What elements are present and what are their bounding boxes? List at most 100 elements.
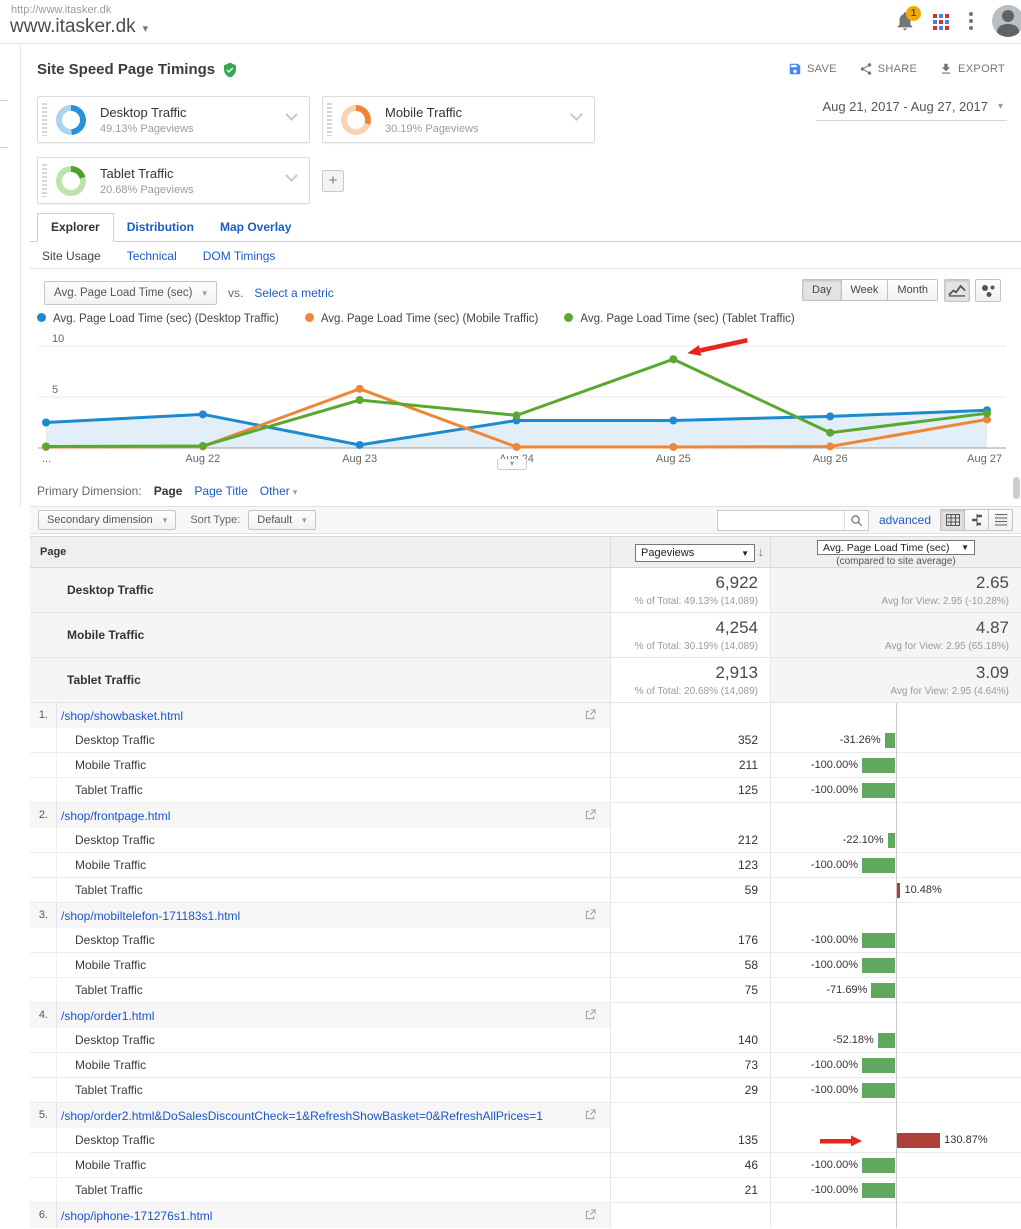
- drag-handle-icon[interactable]: [42, 164, 47, 197]
- data-point[interactable]: [355, 384, 364, 393]
- table-body: Desktop Traffic 6,922 % of Total: 49.13% (…: [30, 568, 1021, 1228]
- open-in-new-icon[interactable]: [585, 1008, 596, 1023]
- metric-select-button[interactable]: Avg. Page Load Time (sec) ▾: [44, 281, 218, 305]
- open-in-new-icon[interactable]: [585, 708, 596, 723]
- comparison-view-button[interactable]: [964, 509, 989, 531]
- granularity-month[interactable]: Month: [887, 279, 938, 301]
- granularity-day[interactable]: Day: [801, 279, 842, 301]
- data-point[interactable]: [42, 442, 50, 451]
- breakdown-pageviews: 135: [610, 1128, 770, 1153]
- apps-grid-icon[interactable]: [933, 14, 949, 30]
- motion-chart-view-button[interactable]: [975, 279, 1001, 302]
- export-button[interactable]: EXPORT: [939, 62, 1005, 76]
- data-point[interactable]: [355, 440, 364, 449]
- red-arrow-annotation: [819, 1135, 863, 1150]
- data-point[interactable]: [669, 355, 678, 364]
- granularity-week[interactable]: Week: [840, 279, 889, 301]
- page-link[interactable]: /shop/iphone-171276s1.html: [61, 1208, 213, 1223]
- data-point[interactable]: [512, 411, 521, 420]
- open-in-new-icon[interactable]: [585, 1108, 596, 1123]
- tab-explorer[interactable]: Explorer: [37, 213, 114, 242]
- segment-card-desktop-traffic[interactable]: Desktop Traffic 49.13% Pageviews: [37, 96, 310, 143]
- data-point[interactable]: [198, 410, 207, 419]
- data-table-view-button[interactable]: [940, 509, 965, 531]
- chart-expander-button[interactable]: ▾: [497, 459, 527, 470]
- metric-note: Avg for View: 2.95 (-10.28%): [881, 596, 1009, 607]
- data-point[interactable]: [355, 396, 364, 405]
- data-point[interactable]: [826, 412, 835, 421]
- open-in-new-icon[interactable]: [585, 908, 596, 923]
- segment-text: Mobile Traffic 30.19% Pageviews: [385, 105, 479, 135]
- open-in-new-icon[interactable]: [585, 808, 596, 823]
- tab-distribution[interactable]: Distribution: [126, 220, 195, 234]
- subtab-technical[interactable]: Technical: [126, 248, 177, 263]
- bar-axis-line: [896, 953, 897, 978]
- data-point[interactable]: [983, 415, 991, 424]
- segment-card-mobile-traffic[interactable]: Mobile Traffic 30.19% Pageviews: [322, 96, 595, 143]
- line-chart-view-button[interactable]: [944, 279, 970, 302]
- page-link[interactable]: /shop/showbasket.html: [61, 708, 184, 723]
- sort-type-button[interactable]: Default ▾: [248, 510, 316, 530]
- user-avatar[interactable]: [992, 5, 1021, 37]
- notifications-button[interactable]: 1: [894, 6, 921, 36]
- secondary-dimension-button[interactable]: Secondary dimension ▾: [38, 510, 177, 530]
- pivot-view-button[interactable]: [988, 509, 1013, 531]
- advanced-link[interactable]: advanced: [878, 513, 931, 527]
- sort-descending-icon[interactable]: ↓: [757, 544, 765, 559]
- chevron-down-icon[interactable]: [285, 108, 298, 121]
- subtab-dom-timings[interactable]: DOM Timings: [202, 248, 276, 263]
- share-button[interactable]: SHARE: [859, 62, 917, 76]
- bar-axis-line: [896, 853, 897, 878]
- save-label: SAVE: [807, 63, 837, 75]
- scrollbar-thumb[interactable]: [1013, 477, 1020, 499]
- select-caret-icon: ▼: [961, 543, 969, 552]
- add-segment-button[interactable]: +: [322, 170, 344, 192]
- chevron-down-icon[interactable]: [285, 169, 298, 182]
- data-point[interactable]: [826, 428, 835, 437]
- dimension-other[interactable]: Other ▾: [260, 484, 298, 498]
- table-view-icon: [945, 514, 960, 526]
- more-vertical-icon[interactable]: [969, 12, 973, 33]
- delta-bar: [862, 958, 895, 973]
- chevron-down-icon[interactable]: [570, 108, 583, 121]
- pageviews-cell: [610, 903, 770, 928]
- select-a-metric-link[interactable]: Select a metric: [254, 286, 334, 300]
- pageviews-column-select[interactable]: Pageviews ▼: [635, 544, 755, 562]
- row-gutter: [30, 953, 57, 978]
- table-search-input[interactable]: [717, 511, 844, 529]
- table-view-switcher: [940, 509, 1013, 531]
- metric: 3.09 Avg for View: 2.95 (4.64%): [770, 658, 1021, 702]
- save-button[interactable]: SAVE: [788, 62, 837, 76]
- breakdown-row-tablet-traffic: Tablet Traffic 125 -100.00%: [30, 778, 1021, 803]
- breakdown-pageviews: 140: [610, 1028, 770, 1053]
- data-point[interactable]: [198, 441, 207, 450]
- data-point[interactable]: [512, 442, 521, 451]
- tab-map-overlay[interactable]: Map Overlay: [220, 220, 292, 234]
- page-link[interactable]: /shop/mobiltelefon-171183s1.html: [61, 908, 241, 923]
- data-point[interactable]: [42, 418, 50, 427]
- segment-name: Mobile Traffic: [385, 104, 463, 120]
- segment-card-tablet-traffic[interactable]: Tablet Traffic 20.68% Pageviews: [37, 157, 310, 204]
- page-link[interactable]: /shop/frontpage.html: [61, 808, 171, 823]
- open-in-new-icon[interactable]: [585, 1208, 596, 1223]
- page-link[interactable]: /shop/order2.html&DoSalesDiscountCheck=1…: [61, 1108, 543, 1123]
- account-selector[interactable]: www.itasker.dk ▾: [10, 16, 148, 38]
- data-point[interactable]: [669, 442, 678, 451]
- data-point[interactable]: [983, 409, 991, 418]
- page-link[interactable]: /shop/order1.html: [61, 1008, 155, 1023]
- subtab-site-usage[interactable]: Site Usage: [42, 248, 101, 263]
- dimension-page-title[interactable]: Page Title: [194, 484, 248, 498]
- data-point[interactable]: [669, 416, 678, 425]
- search-button[interactable]: [843, 510, 868, 530]
- date-range-selector[interactable]: Aug 21, 2017 - Aug 27, 2017 ▾: [816, 97, 1007, 121]
- legend-label: Avg. Page Load Time (sec) (Desktop Traff…: [53, 313, 279, 325]
- breakdown-name: Mobile Traffic: [75, 758, 147, 772]
- breakdown-name: Desktop Traffic: [75, 733, 155, 747]
- row-number: 1.: [30, 703, 57, 728]
- drag-handle-icon[interactable]: [327, 103, 332, 136]
- metric-column-select[interactable]: Avg. Page Load Time (sec) ▼: [817, 540, 975, 555]
- drag-handle-icon[interactable]: [42, 103, 47, 136]
- data-point[interactable]: [826, 442, 835, 451]
- dimension-page[interactable]: Page: [153, 484, 183, 498]
